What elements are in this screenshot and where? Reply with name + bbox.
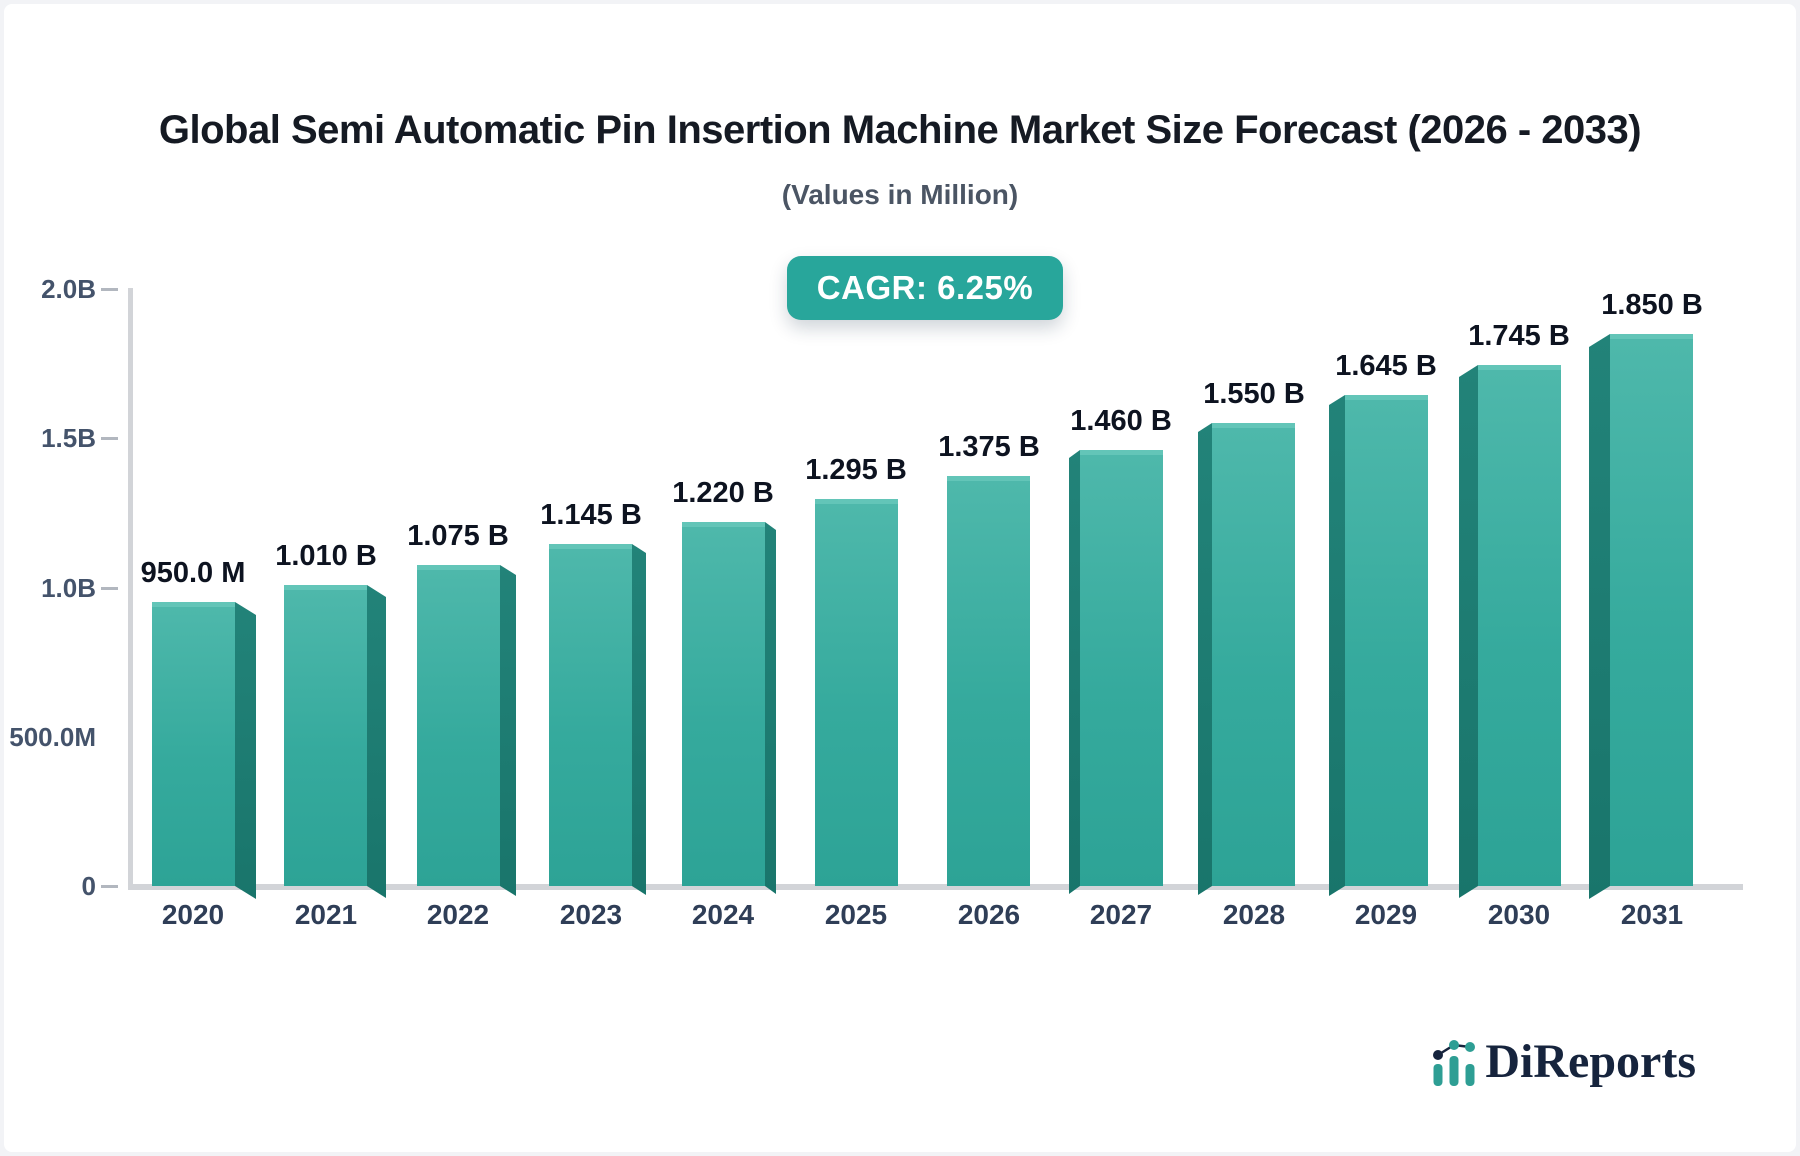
bar-front-face bbox=[284, 585, 367, 886]
bar-2027[interactable] bbox=[1069, 450, 1163, 894]
bar-front-face bbox=[1478, 365, 1561, 886]
bar-2025[interactable] bbox=[815, 499, 898, 886]
bar-value-label: 1.220 B bbox=[672, 477, 774, 509]
bar-front-face bbox=[1212, 423, 1295, 886]
bar-value-label: 1.075 B bbox=[407, 520, 509, 552]
bar-side-face bbox=[500, 565, 516, 896]
bar-value-label: 1.460 B bbox=[1070, 405, 1172, 437]
direports-logo-text: DiReports bbox=[1485, 1035, 1696, 1088]
y-axis-tick-mark bbox=[101, 288, 118, 291]
bar-2024[interactable] bbox=[682, 522, 776, 894]
cagr-badge-label: CAGR: 6.25% bbox=[816, 269, 1034, 306]
bar-front-face bbox=[682, 522, 765, 886]
bar-value-label: 1.295 B bbox=[805, 454, 907, 486]
y-axis-tick-mark bbox=[101, 885, 118, 888]
bar-value-label: 1.550 B bbox=[1203, 378, 1305, 410]
x-axis-label: 2026 bbox=[957, 899, 1021, 930]
x-axis-label: 2022 bbox=[426, 899, 490, 930]
y-axis-tick-label: 1.5B bbox=[41, 423, 96, 454]
bar-value-label: 1.010 B bbox=[275, 540, 377, 572]
bar-side-face bbox=[1459, 365, 1478, 898]
bar-front-face bbox=[947, 476, 1030, 886]
bar-side-face bbox=[632, 544, 646, 895]
bar-side-face bbox=[1198, 423, 1212, 895]
bar-side-face bbox=[1589, 334, 1610, 899]
bar-front-face bbox=[1345, 395, 1428, 886]
y-axis-tick-label: 1.0B bbox=[41, 572, 96, 603]
bar-2022[interactable] bbox=[417, 565, 516, 896]
direports-logo: DiReports bbox=[1430, 1033, 1696, 1087]
y-axis-tick-mark bbox=[101, 437, 118, 441]
x-axis-line bbox=[128, 884, 1743, 890]
bar-2020[interactable] bbox=[152, 602, 256, 899]
cagr-badge: CAGR: 6.25% bbox=[787, 256, 1063, 320]
x-axis-label: 2028 bbox=[1222, 899, 1286, 930]
bar-2030[interactable] bbox=[1459, 365, 1561, 898]
bar-side-face bbox=[367, 585, 386, 898]
y-axis-tick-mark bbox=[101, 586, 118, 590]
bar-front-face bbox=[1080, 450, 1163, 886]
bar-side-face bbox=[1069, 450, 1080, 894]
y-axis-tick-label: 0 bbox=[81, 871, 96, 901]
bar-value-label: 1.645 B bbox=[1335, 350, 1437, 382]
x-axis-label: 2023 bbox=[559, 899, 623, 930]
bar-value-label: 1.145 B bbox=[540, 499, 642, 531]
bar-value-label: 1.375 B bbox=[938, 431, 1040, 463]
x-axis-label: 2021 bbox=[294, 899, 358, 930]
bar-2021[interactable] bbox=[284, 585, 386, 898]
bar-front-face bbox=[549, 544, 632, 886]
y-axis-tick-label: 500.0M bbox=[9, 721, 96, 752]
bar-2029[interactable] bbox=[1329, 395, 1428, 896]
x-axis-label: 2024 bbox=[691, 899, 755, 930]
bar-side-face bbox=[235, 602, 256, 899]
chart-title: Global Semi Automatic Pin Insertion Mach… bbox=[158, 108, 1642, 152]
bar-value-label: 950.0 M bbox=[140, 557, 246, 589]
x-axis-label: 2030 bbox=[1487, 899, 1551, 930]
chart-subtitle: (Values in Million) bbox=[781, 179, 1019, 210]
bar-side-face bbox=[765, 522, 776, 894]
bar-front-face bbox=[152, 602, 235, 886]
bar-front-face bbox=[417, 565, 500, 886]
bar-side-face bbox=[1329, 395, 1345, 896]
bar-2026[interactable] bbox=[947, 476, 1030, 886]
x-axis-label: 2031 bbox=[1620, 899, 1684, 930]
y-axis-line bbox=[128, 288, 133, 889]
bar-2023[interactable] bbox=[549, 544, 646, 895]
x-axis-label: 2027 bbox=[1089, 899, 1153, 930]
bar-2028[interactable] bbox=[1198, 423, 1295, 895]
x-axis-label: 2029 bbox=[1354, 899, 1418, 930]
bar-front-face bbox=[1610, 334, 1693, 886]
bar-2031[interactable] bbox=[1589, 334, 1693, 899]
bar-value-label: 1.745 B bbox=[1468, 320, 1570, 352]
bar-chart-logo-icon bbox=[1433, 1040, 1476, 1086]
bar-front-face bbox=[815, 499, 898, 886]
y-axis-tick-label: 2.0B bbox=[41, 274, 96, 304]
x-axis-label: 2025 bbox=[824, 899, 888, 930]
x-axis-label: 2020 bbox=[161, 899, 225, 930]
bar-value-label: 1.850 B bbox=[1601, 289, 1703, 321]
